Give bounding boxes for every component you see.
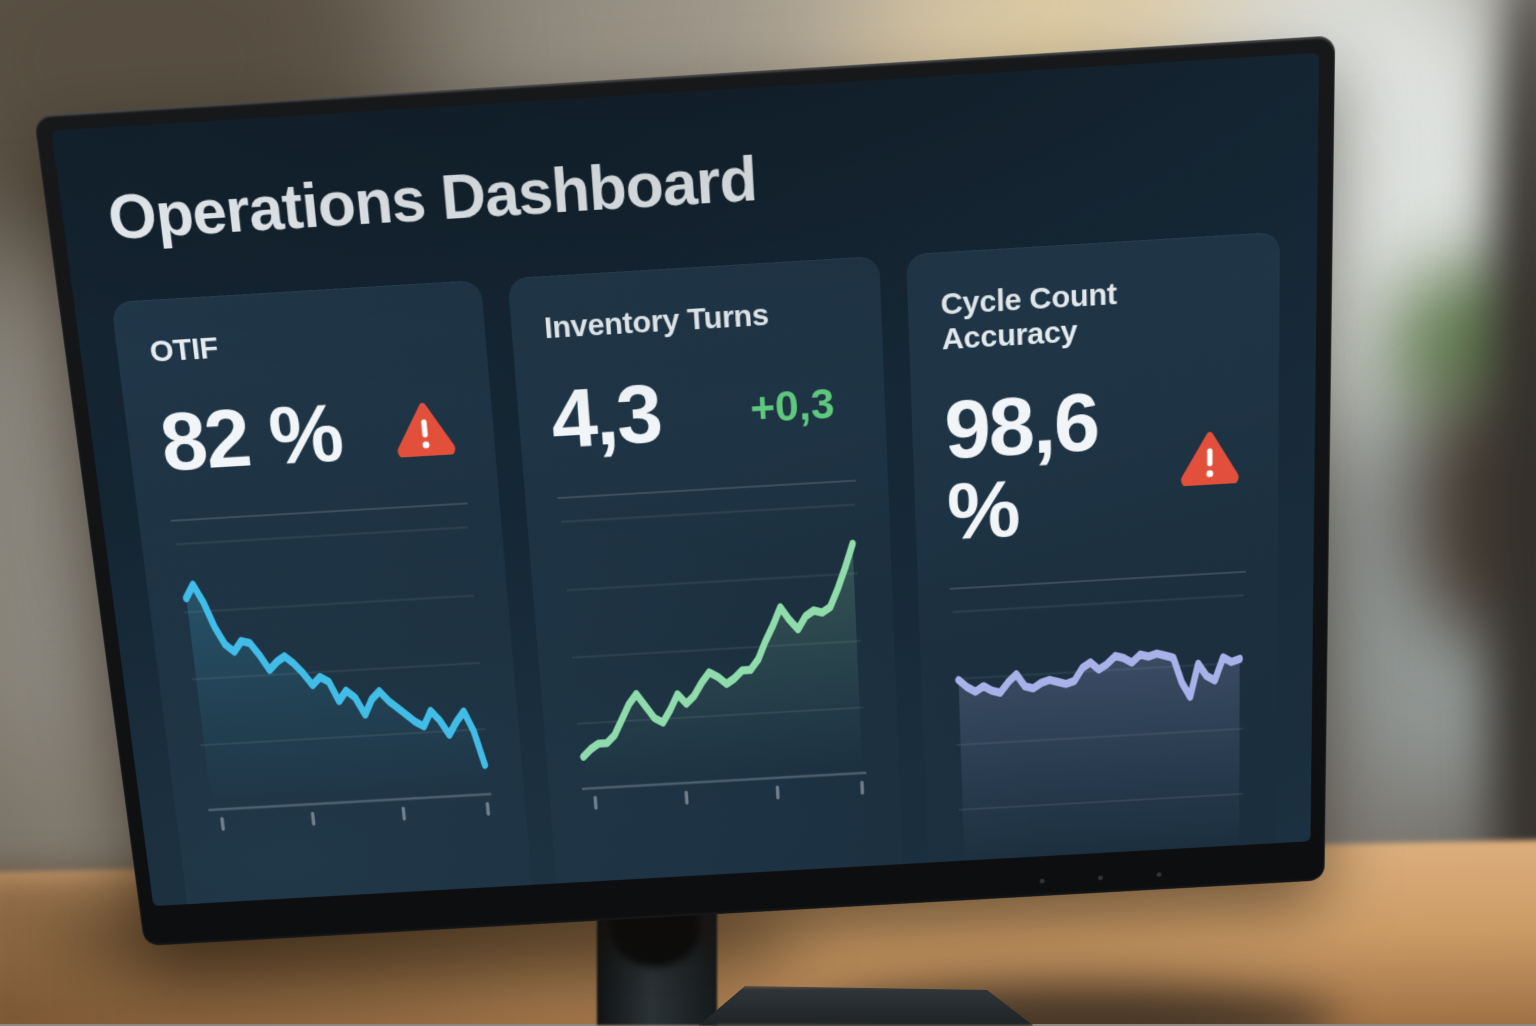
monitor-bezel: Operations Dashboard OTIF 82 %	[34, 35, 1336, 946]
cycle-count-accuracy-sparkline-chart	[950, 582, 1246, 895]
kpi-card-inventory-turns: Inventory Turns 4,3 +0,3	[507, 256, 905, 906]
kpi-card-row: OTIF 82 % Inventory Turns	[111, 232, 1280, 906]
kpi-value-row: 82 %	[156, 384, 464, 484]
warning-triangle-icon	[1179, 427, 1240, 486]
kpi-value-row: 4,3 +0,3	[548, 361, 854, 461]
kpi-label: Cycle Count Accuracy	[940, 269, 1247, 357]
bezel-indicator-dots	[1040, 872, 1162, 883]
kpi-value-row: 98,6 %	[943, 372, 1246, 553]
warning-triangle-icon	[392, 398, 458, 458]
kpi-card-otif: OTIF 82 %	[111, 280, 537, 906]
kpi-value: 4,3	[548, 373, 663, 462]
monitor-stand-base	[698, 986, 1034, 1026]
kpi-label: OTIF	[148, 317, 454, 370]
page-title: Operations Dashboard	[104, 109, 1281, 254]
dashboard-screen: Operations Dashboard OTIF 82 %	[51, 53, 1319, 906]
kpi-label: Inventory Turns	[543, 293, 849, 346]
kpi-value: 82 %	[156, 392, 345, 485]
kpi-card-cycle-count-accuracy: Cycle Count Accuracy 98,6 %	[906, 232, 1280, 906]
kpi-value: 98,6 %	[943, 376, 1180, 553]
otif-sparkline-chart	[172, 514, 495, 832]
kpi-delta-badge: +0,3	[749, 379, 835, 432]
monitor: Operations Dashboard OTIF 82 %	[34, 35, 1336, 946]
inventory-turns-sparkline-chart	[558, 491, 869, 810]
